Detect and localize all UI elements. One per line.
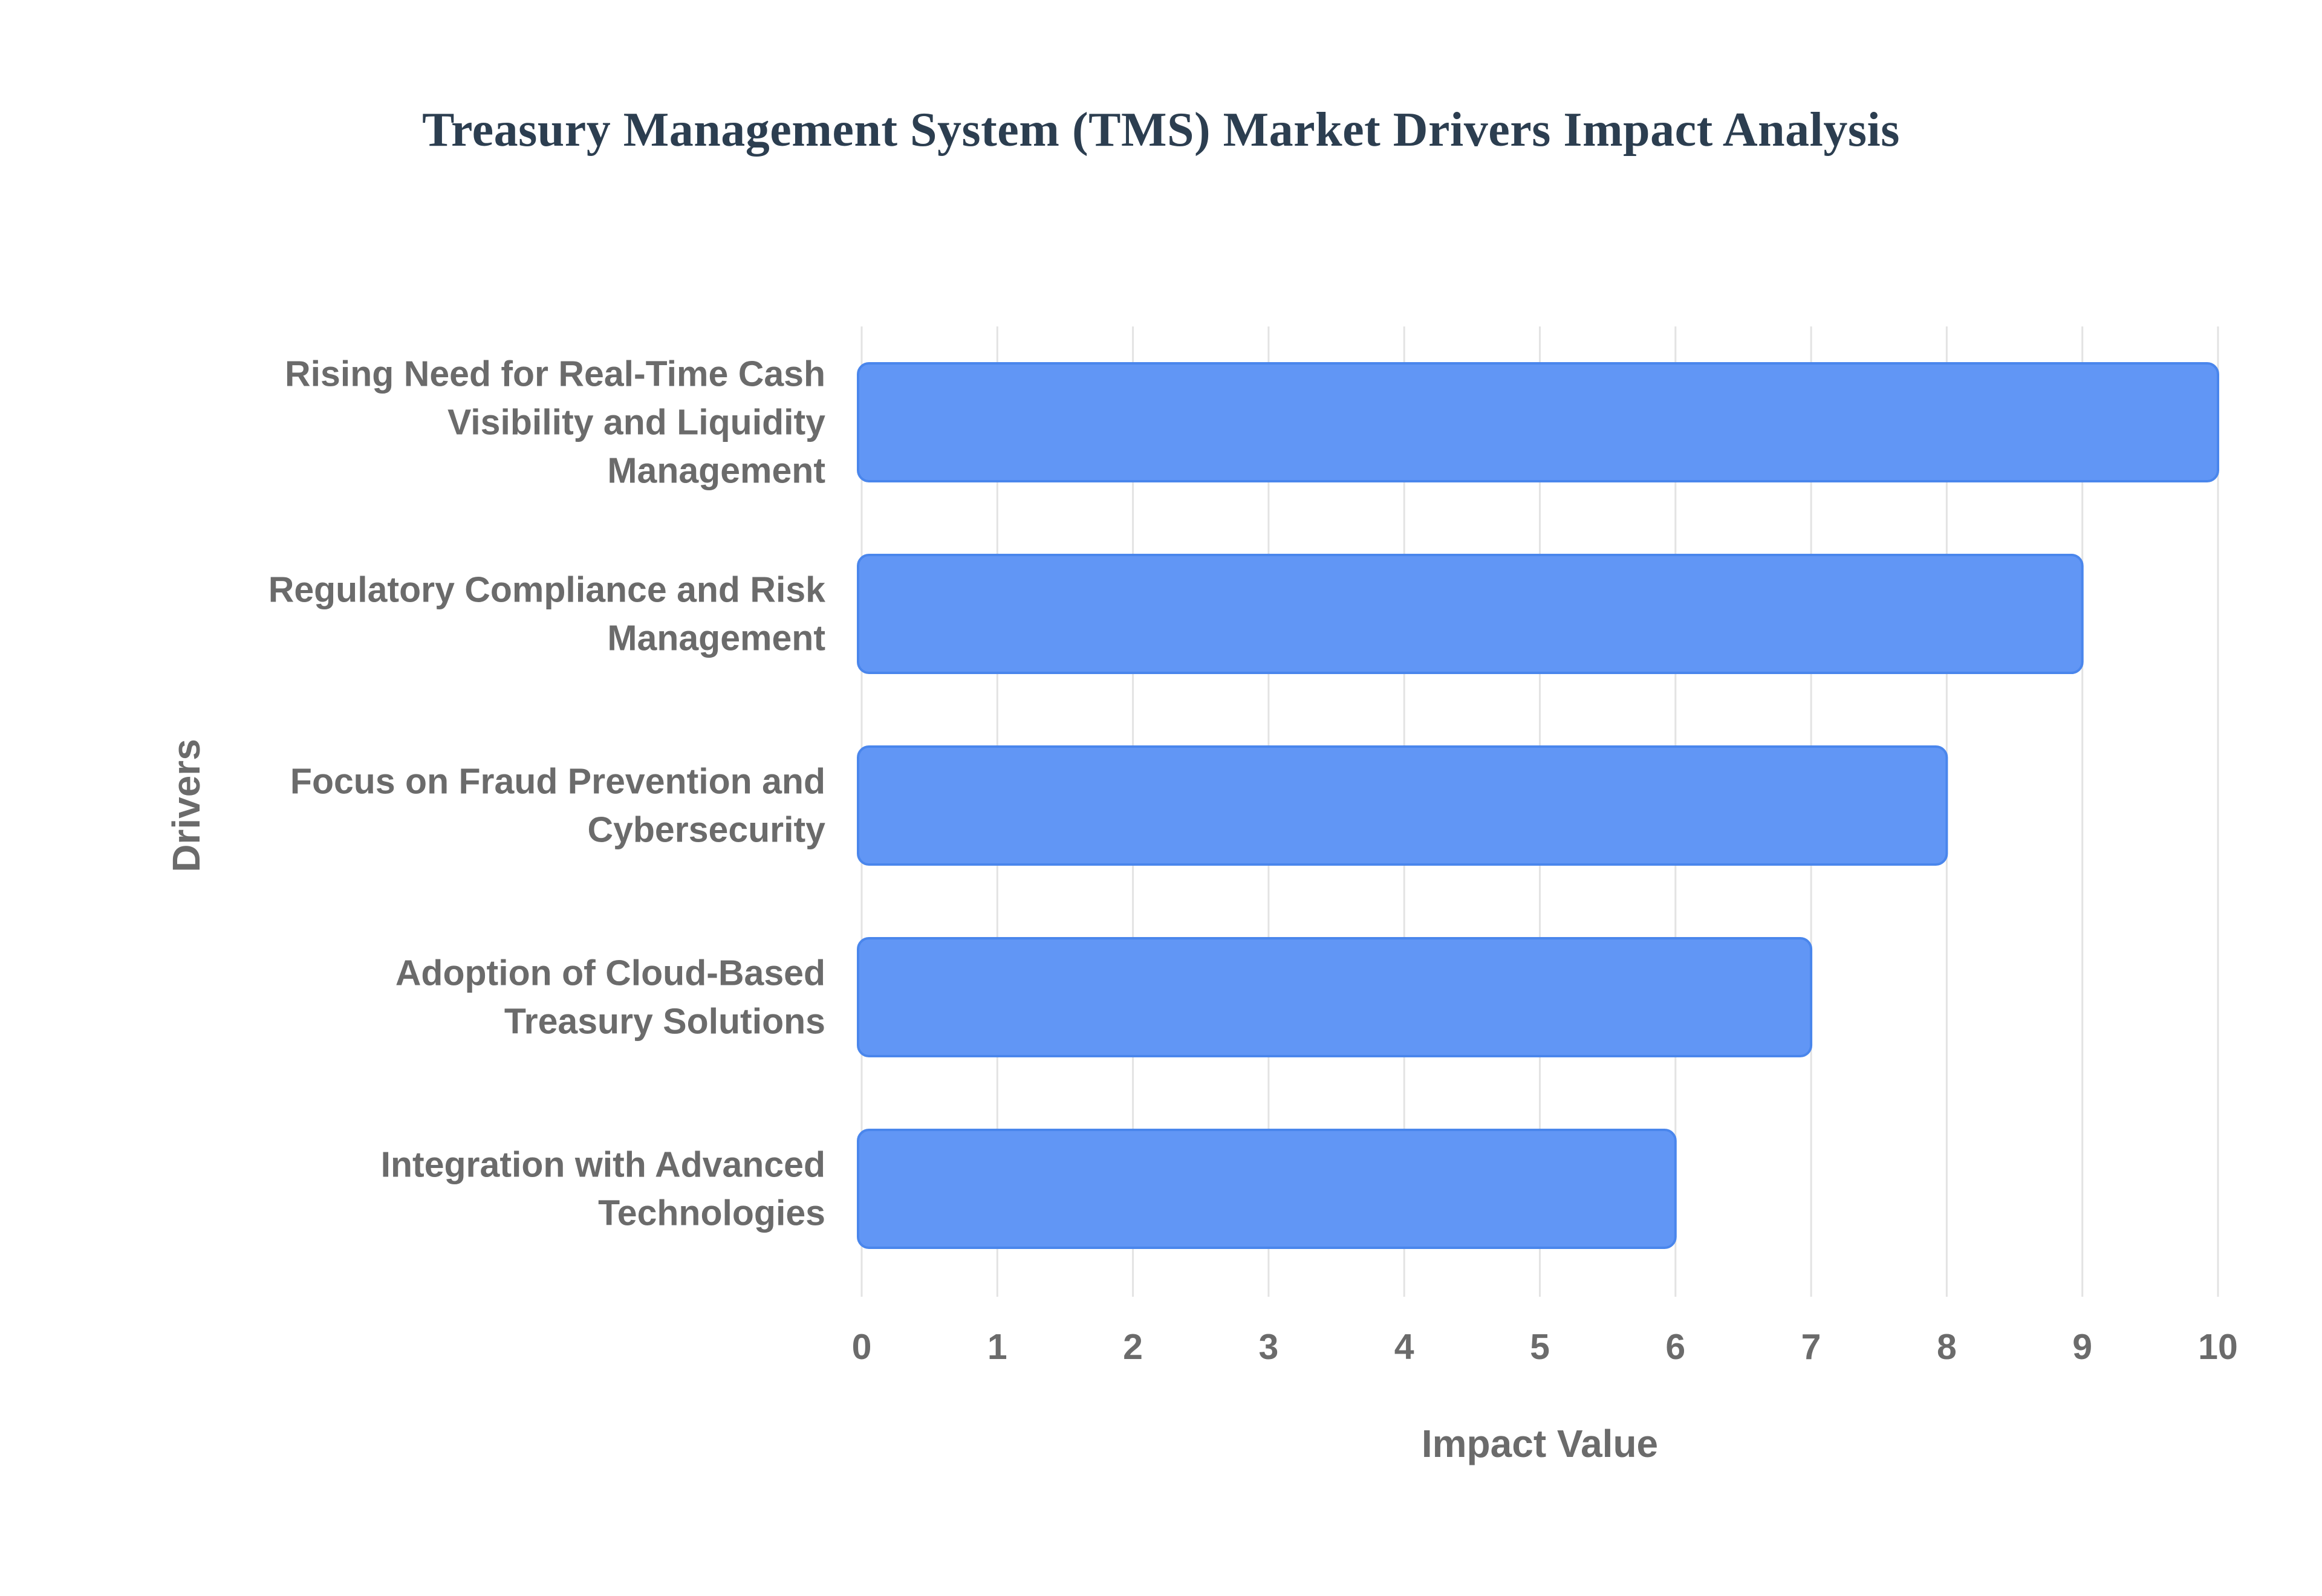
category-label: Focus on Fraud Prevention and Cybersecuri… (290, 762, 825, 850)
bar (857, 937, 1813, 1057)
bar (857, 554, 2084, 674)
category-label: Regulatory Compliance and Risk Management (268, 570, 825, 658)
x-tick-labels: 0 1 2 3 4 5 6 7 8 9 10 (852, 1327, 2238, 1367)
x-tick-label: 6 (1665, 1327, 1685, 1367)
x-tick-label: 0 (852, 1327, 872, 1367)
category-labels: Rising Need for Real-Time Cash Visibility… (268, 354, 825, 1233)
x-tick-label: 10 (2198, 1327, 2238, 1367)
bar (857, 1129, 1677, 1249)
category-label: Integration with Advanced Technologies (381, 1145, 825, 1233)
bar (857, 362, 2219, 482)
chart-title: Treasury Management System (TMS) Market … (422, 103, 1900, 157)
x-tick-label: 7 (1801, 1327, 1821, 1367)
y-axis-title: Drivers (164, 739, 208, 872)
x-tick-label: 8 (1937, 1327, 1957, 1367)
category-label: Adoption of Cloud-Based Treasury Solution… (395, 953, 825, 1042)
x-tick-label: 1 (987, 1327, 1007, 1367)
bars (857, 362, 2219, 1249)
category-label: Rising Need for Real-Time Cash Visibility… (285, 354, 825, 491)
x-tick-label: 5 (1530, 1327, 1550, 1367)
bar (857, 745, 1948, 866)
x-tick-label: 4 (1394, 1327, 1414, 1367)
x-axis-title: Impact Value (1422, 1422, 1658, 1465)
x-tick-label: 2 (1123, 1327, 1143, 1367)
x-tick-label: 3 (1258, 1327, 1278, 1367)
x-tick-label: 9 (2072, 1327, 2092, 1367)
